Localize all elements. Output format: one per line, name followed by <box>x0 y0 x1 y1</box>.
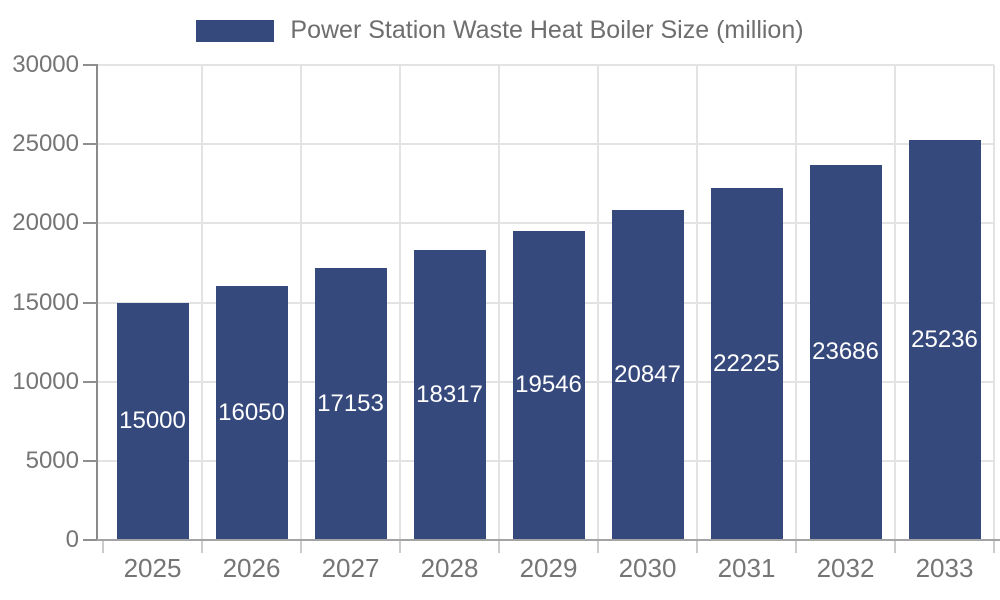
x-tick-label: 2029 <box>519 553 578 583</box>
x-axis-tick <box>993 541 995 553</box>
x-tick-label: 2025 <box>123 553 182 583</box>
x-axis-tick <box>894 541 896 553</box>
y-tick-label: 10000 <box>12 367 79 395</box>
gridline-vertical <box>300 65 302 540</box>
y-tick-label: 0 <box>65 526 79 553</box>
bar: 18317 <box>413 249 486 540</box>
y-axis-tick <box>83 64 97 66</box>
y-axis-tick <box>83 459 97 462</box>
gridline-vertical <box>597 65 599 540</box>
bar: 25236 <box>908 140 981 540</box>
gridline-vertical <box>795 65 797 540</box>
bar-value-label: 17153 <box>317 390 384 418</box>
x-tick-label: 2026 <box>222 553 281 583</box>
bar-value-label: 18317 <box>416 380 483 408</box>
bar: 15000 <box>116 302 189 540</box>
gridline-vertical <box>498 65 500 540</box>
x-tick-label: 2031 <box>717 553 776 583</box>
y-tick-label: 15000 <box>12 288 79 316</box>
y-axis-tick <box>83 143 97 146</box>
x-tick-label: 2030 <box>618 553 677 583</box>
bar-value-label: 23686 <box>812 338 879 366</box>
y-tick-label: 25000 <box>12 130 79 158</box>
y-tick-label: 5000 <box>25 446 79 474</box>
legend-label: Power Station Waste Heat Boiler Size (mi… <box>290 16 804 44</box>
gridline-horizontal <box>97 222 994 225</box>
y-axis-tick <box>83 222 97 225</box>
x-tick-label: 2027 <box>321 553 380 583</box>
gridline-vertical <box>894 65 896 540</box>
x-axis-tick <box>696 541 698 553</box>
bar-value-label: 22225 <box>713 350 780 378</box>
bar: 22225 <box>710 188 783 540</box>
bar: 17153 <box>314 268 387 540</box>
bar-value-label: 16050 <box>218 398 285 426</box>
y-axis-line <box>96 64 98 541</box>
x-axis-tick <box>102 541 104 553</box>
x-tick-label: 2028 <box>420 553 479 583</box>
x-axis-tick <box>201 541 203 553</box>
x-tick-label: 2032 <box>816 553 875 583</box>
gridline-vertical <box>993 65 995 540</box>
x-axis-line <box>97 539 1000 541</box>
x-axis-tick <box>300 541 302 553</box>
bar: 16050 <box>215 285 288 540</box>
x-tick-label: 2033 <box>915 553 974 583</box>
bar-value-label: 15000 <box>119 407 186 435</box>
bar-value-label: 20847 <box>614 360 681 388</box>
y-tick-label: 30000 <box>12 51 79 78</box>
legend-swatch <box>196 19 275 42</box>
bar-value-label: 25236 <box>911 326 978 354</box>
x-axis-tick <box>597 541 599 553</box>
x-axis-tick <box>399 541 401 553</box>
bar: 23686 <box>809 164 882 540</box>
gridline-vertical <box>201 65 203 540</box>
gridline-horizontal <box>97 143 994 146</box>
y-axis-tick <box>83 539 97 541</box>
x-axis-tick <box>498 541 500 553</box>
gridline-horizontal <box>97 64 994 66</box>
bar-value-label: 19546 <box>515 371 582 399</box>
x-axis-tick <box>795 541 797 553</box>
y-axis-tick <box>83 301 97 304</box>
gridline-vertical <box>399 65 401 540</box>
y-tick-label: 20000 <box>12 209 79 237</box>
y-axis-tick <box>83 380 97 383</box>
gridline-vertical <box>696 65 698 540</box>
bar: 20847 <box>611 209 684 540</box>
chart-legend: Power Station Waste Heat Boiler Size (mi… <box>0 16 1000 45</box>
bar: 19546 <box>512 230 585 540</box>
